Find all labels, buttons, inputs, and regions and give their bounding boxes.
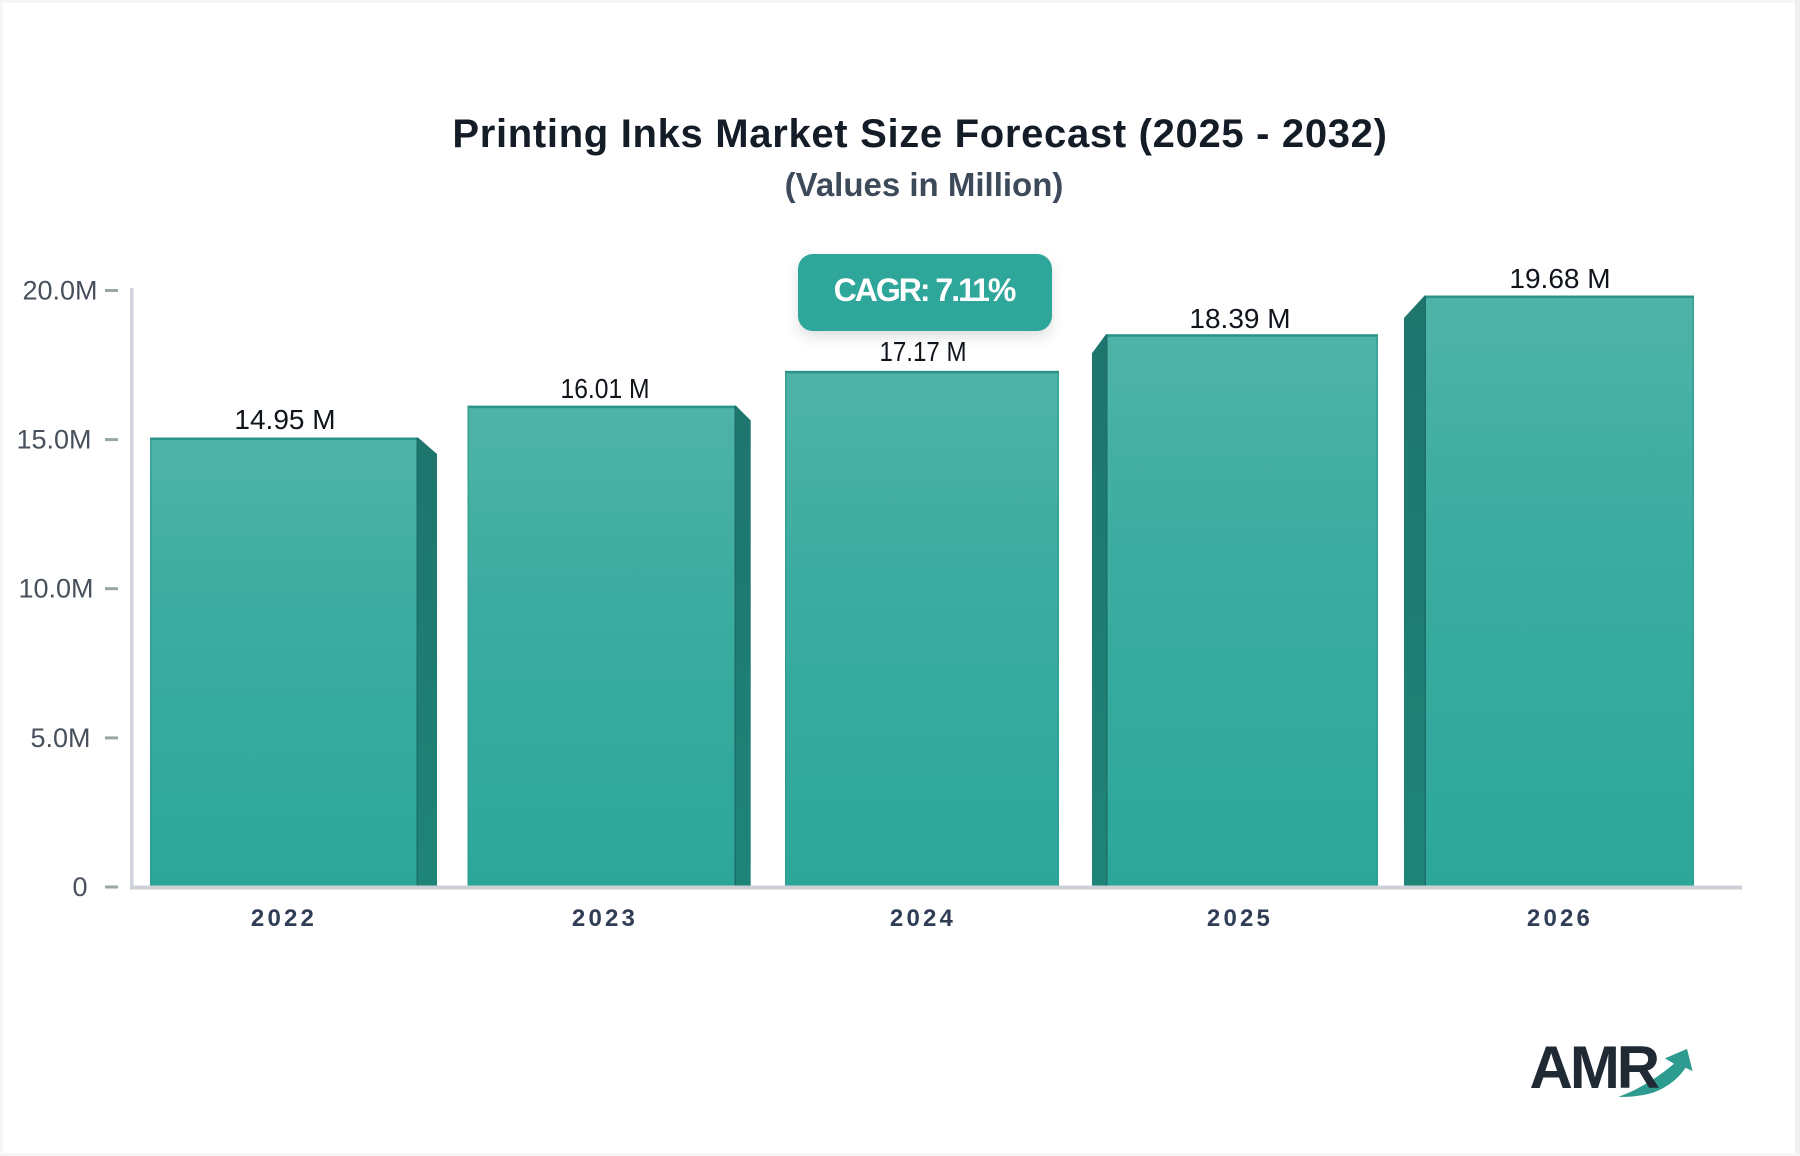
svg-text:16.01 M: 16.01 M (561, 373, 650, 404)
svg-text:17.17 M: 17.17 M (880, 336, 967, 367)
svg-text:15.0M: 15.0M (16, 425, 91, 455)
svg-text:14.95 M: 14.95 M (234, 404, 335, 435)
svg-text:10.0M: 10.0M (18, 574, 93, 604)
svg-text:2022: 2022 (251, 905, 317, 932)
svg-text:2026: 2026 (1527, 905, 1593, 932)
svg-text:2023: 2023 (572, 905, 638, 932)
svg-text:19.68 M: 19.68 M (1509, 263, 1610, 294)
svg-text:0: 0 (72, 872, 87, 902)
svg-text:2024: 2024 (890, 905, 956, 932)
svg-text:Printing Inks Market Size Fore: Printing Inks Market Size Forecast (2025… (452, 112, 1387, 156)
svg-text:20.0M: 20.0M (22, 276, 97, 306)
svg-text:AMR: AMR (1530, 1034, 1660, 1101)
svg-text:CAGR: 7.11%: CAGR: 7.11% (834, 272, 1016, 308)
svg-text:(Values in Million): (Values in Million) (785, 166, 1064, 203)
svg-text:18.39 M: 18.39 M (1189, 303, 1290, 334)
svg-text:2025: 2025 (1207, 905, 1273, 932)
svg-text:5.0M: 5.0M (30, 723, 90, 753)
